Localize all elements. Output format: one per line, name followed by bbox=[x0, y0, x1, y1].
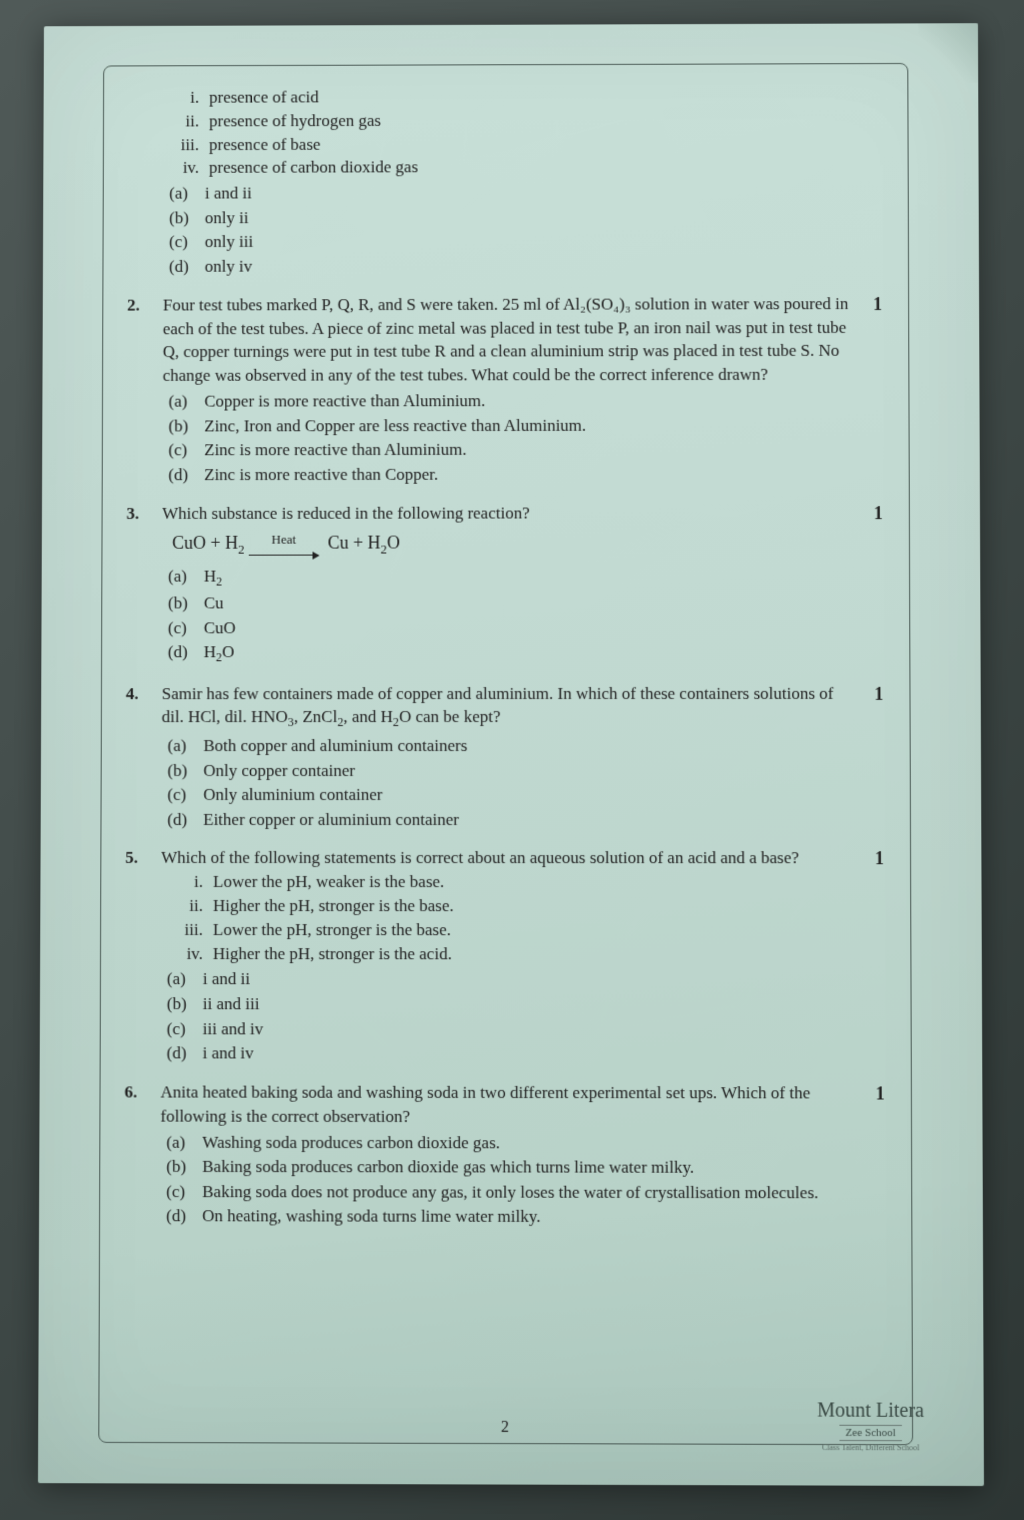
q5-roman-iv: Higher the pH, stronger is the acid. bbox=[213, 942, 452, 966]
q4-opt-b: Only copper container bbox=[203, 759, 355, 784]
q6-opt-b: Baking soda produces carbon dioxide gas … bbox=[202, 1155, 694, 1181]
logo-tagline: Class Talent, Different School bbox=[817, 1443, 924, 1452]
q6-opt-d: On heating, washing soda turns lime wate… bbox=[202, 1205, 540, 1230]
question-2: 2. 1 Four test tubes marked P, Q, R, and… bbox=[131, 292, 881, 488]
q2-opt-c: Zinc is more reactive than Aluminium. bbox=[204, 438, 466, 463]
logo-subtitle: Zee School bbox=[839, 1425, 901, 1441]
q5-roman-ii: Higher the pH, stronger is the base. bbox=[213, 894, 454, 918]
q5-number: 5. bbox=[125, 846, 138, 870]
question-4: 4. 1 Samir has few containers made of co… bbox=[129, 681, 881, 832]
q5-options: (a)i and ii (b)ii and iii (c)iii and iv … bbox=[167, 968, 853, 1068]
q3-opt-a: H2 bbox=[204, 565, 222, 592]
q1-opt-a: i and ii bbox=[205, 182, 252, 206]
question-5: 5. 1 Which of the following statements i… bbox=[129, 846, 883, 1067]
q2-opt-b: Zinc, Iron and Copper are less reactive … bbox=[204, 413, 586, 438]
reaction-arrow: Heat bbox=[249, 544, 319, 545]
q1-opt-d: only iv bbox=[205, 255, 252, 280]
q3-marks: 1 bbox=[874, 501, 883, 526]
q3-options: (a)H2 (b)Cu (c)CuO (d)H2O bbox=[168, 564, 851, 668]
q2-options: (a)Copper is more reactive than Aluminiu… bbox=[168, 389, 850, 488]
q5-opt-d: i and iv bbox=[203, 1042, 254, 1067]
q6-marks: 1 bbox=[876, 1081, 885, 1106]
q1-roman-ii: presence of hydrogen gas bbox=[209, 109, 381, 133]
q5-roman-list: i.Lower the pH, weaker is the base. ii.H… bbox=[177, 870, 852, 966]
q2-opt-a: Copper is more reactive than Aluminium. bbox=[204, 389, 485, 414]
q4-options: (a)Both copper and aluminium containers … bbox=[167, 734, 851, 833]
question-6: 6. 1 Anita heated baking soda and washin… bbox=[128, 1080, 883, 1230]
logo-title: Mount Litera bbox=[817, 1399, 924, 1423]
q5-opt-c: iii and iv bbox=[203, 1017, 264, 1042]
q5-roman-i: Lower the pH, weaker is the base. bbox=[213, 870, 444, 894]
q6-number: 6. bbox=[124, 1080, 137, 1104]
q2-number: 2. bbox=[127, 293, 140, 317]
q1-roman-list: i.presence of acid ii.presence of hydrog… bbox=[173, 84, 850, 180]
eq-rhs: Cu + H2O bbox=[323, 533, 400, 553]
q3-equation: CuO + H2 Heat Cu + H2O bbox=[172, 530, 851, 558]
q2-marks: 1 bbox=[873, 292, 882, 317]
q5-marks: 1 bbox=[875, 847, 884, 872]
q5-stem: Which of the following statements is cor… bbox=[161, 848, 799, 867]
school-logo: Mount Litera Zee School Class Talent, Di… bbox=[817, 1399, 924, 1452]
q6-stem: Anita heated baking soda and washing sod… bbox=[160, 1082, 810, 1125]
q4-opt-d: Either copper or aluminium container bbox=[203, 808, 459, 833]
q4-number: 4. bbox=[126, 682, 139, 706]
q1-roman-iv: presence of carbon dioxide gas bbox=[209, 156, 418, 180]
q1-opt-b: only ii bbox=[205, 206, 249, 230]
q3-opt-d: H2O bbox=[204, 641, 235, 668]
q4-marks: 1 bbox=[874, 681, 883, 706]
content-frame: i.presence of acid ii.presence of hydrog… bbox=[98, 63, 913, 1445]
q5-roman-iii: Lower the pH, stronger is the base. bbox=[213, 918, 451, 942]
arrow-label: Heat bbox=[249, 530, 319, 548]
q6-opt-a: Washing soda produces carbon dioxide gas… bbox=[202, 1130, 500, 1155]
q4-stem-1: Samir has few containers made of copper … bbox=[162, 683, 754, 702]
q1-roman-iii: presence of base bbox=[209, 133, 321, 157]
q6-options: (a)Washing soda produces carbon dioxide … bbox=[166, 1130, 853, 1230]
q3-opt-c: CuO bbox=[204, 616, 236, 641]
q6-opt-c: Baking soda does not produce any gas, it… bbox=[202, 1180, 818, 1206]
q3-opt-b: Cu bbox=[204, 592, 224, 617]
q5-opt-a: i and ii bbox=[203, 968, 250, 993]
exam-paper: i.presence of acid ii.presence of hydrog… bbox=[38, 23, 984, 1486]
question-3: 3. 1 Which substance is reduced in the f… bbox=[130, 501, 881, 668]
q4-opt-a: Both copper and aluminium containers bbox=[203, 734, 467, 759]
q3-number: 3. bbox=[126, 502, 139, 526]
page-number: 2 bbox=[501, 1419, 509, 1437]
q3-stem: Which substance is reduced in the follow… bbox=[162, 503, 529, 522]
q1-opt-c: only iii bbox=[205, 231, 253, 256]
q2-opt-d: Zinc is more reactive than Copper. bbox=[204, 463, 438, 488]
eq-lhs: CuO + H2 bbox=[172, 533, 244, 553]
q4-opt-c: Only aluminium container bbox=[203, 783, 382, 808]
q1-roman-i: presence of acid bbox=[209, 86, 319, 110]
q5-opt-b: ii and iii bbox=[203, 992, 260, 1017]
question-1-continued: i.presence of acid ii.presence of hydrog… bbox=[131, 84, 880, 280]
q2-stem: Four test tubes marked P, Q, R, and S we… bbox=[163, 294, 849, 385]
q1-options: (a)i and ii (b)only ii (c)only iii (d)on… bbox=[169, 180, 850, 279]
